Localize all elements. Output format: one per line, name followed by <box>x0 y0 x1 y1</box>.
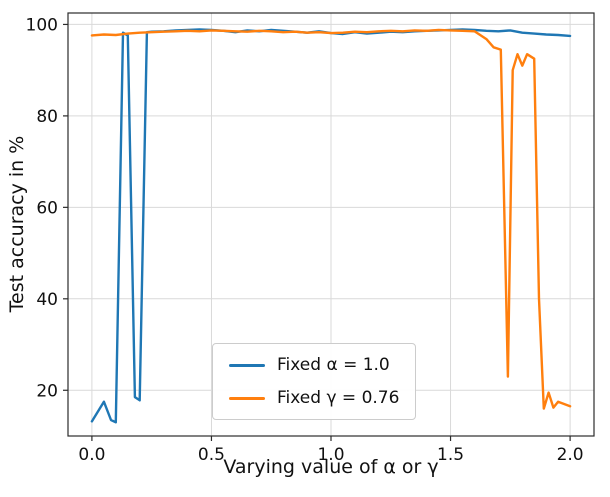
legend: Fixed α = 1.0 Fixed γ = 0.76 <box>212 343 417 420</box>
x-tick-label: 2.0 <box>557 445 584 465</box>
legend-item-fixed-gamma: Fixed γ = 0.76 <box>229 388 399 408</box>
y-tick-label: 40 <box>36 290 58 310</box>
x-tick-label: 0.5 <box>198 445 225 465</box>
y-axis-label: Test accuracy in % <box>6 135 28 313</box>
y-tick-label: 80 <box>36 107 58 127</box>
y-tick-label: 60 <box>36 198 58 218</box>
legend-line-sample-blue <box>229 363 265 367</box>
y-tick-label: 100 <box>26 15 58 35</box>
y-tick-label: 20 <box>36 381 58 401</box>
legend-label-fixed-gamma: Fixed γ = 0.76 <box>277 388 400 408</box>
x-tick-label: 0.0 <box>78 445 105 465</box>
series-line-fixed-gamma <box>90 28 572 410</box>
x-tick-label: 1.5 <box>437 445 464 465</box>
x-axis-label: Varying value of α or γ <box>223 456 439 478</box>
legend-label-fixed-alpha: Fixed α = 1.0 <box>277 355 390 375</box>
x-tick-label: 1.0 <box>317 445 344 465</box>
legend-line-sample-orange <box>229 396 265 400</box>
legend-item-fixed-alpha: Fixed α = 1.0 <box>229 355 399 375</box>
